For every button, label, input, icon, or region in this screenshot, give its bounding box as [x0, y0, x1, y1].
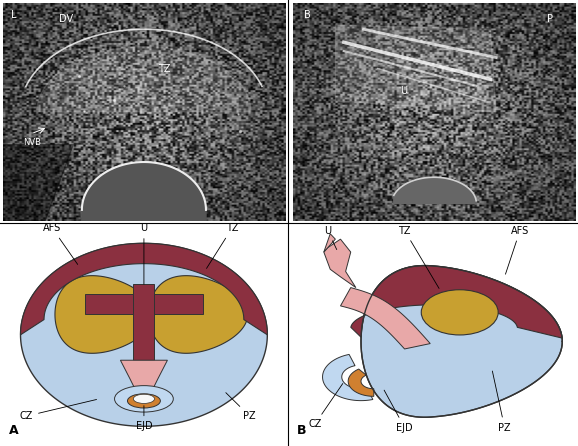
Text: AFS: AFS [43, 223, 77, 264]
Text: NVB: NVB [23, 138, 40, 147]
Text: TZ: TZ [206, 223, 238, 268]
Polygon shape [20, 244, 268, 335]
Text: U: U [140, 223, 147, 284]
Polygon shape [37, 47, 251, 112]
Polygon shape [340, 288, 430, 349]
Ellipse shape [128, 394, 160, 408]
Text: DV: DV [60, 14, 73, 24]
Polygon shape [149, 276, 248, 353]
Polygon shape [324, 239, 356, 288]
Polygon shape [361, 265, 562, 417]
Polygon shape [120, 360, 168, 393]
Text: P: P [547, 14, 553, 24]
Polygon shape [335, 25, 496, 112]
Polygon shape [351, 265, 562, 338]
Ellipse shape [134, 394, 154, 404]
Text: EJD: EJD [136, 406, 152, 431]
Polygon shape [154, 294, 203, 314]
Text: CZ: CZ [308, 384, 343, 429]
Text: AFS: AFS [506, 226, 529, 274]
Polygon shape [394, 177, 476, 203]
Polygon shape [323, 355, 373, 401]
Text: A: A [9, 425, 18, 438]
Polygon shape [82, 162, 206, 221]
Ellipse shape [114, 386, 173, 412]
Polygon shape [21, 244, 268, 426]
Text: PZ: PZ [492, 371, 511, 433]
Text: L: L [12, 10, 17, 20]
Text: PZ: PZ [226, 392, 256, 421]
Text: EJD: EJD [384, 390, 413, 433]
Polygon shape [134, 284, 154, 360]
Text: U: U [324, 226, 337, 250]
Polygon shape [55, 276, 154, 353]
Ellipse shape [421, 290, 498, 335]
Text: B: B [305, 10, 311, 20]
Polygon shape [348, 369, 374, 396]
Text: U: U [400, 86, 407, 96]
Text: TZ: TZ [158, 64, 171, 74]
Polygon shape [85, 294, 134, 314]
Polygon shape [324, 234, 335, 252]
Text: TZ: TZ [398, 226, 439, 289]
Text: CZ: CZ [20, 400, 97, 421]
Text: B: B [297, 424, 306, 437]
Polygon shape [3, 145, 73, 221]
